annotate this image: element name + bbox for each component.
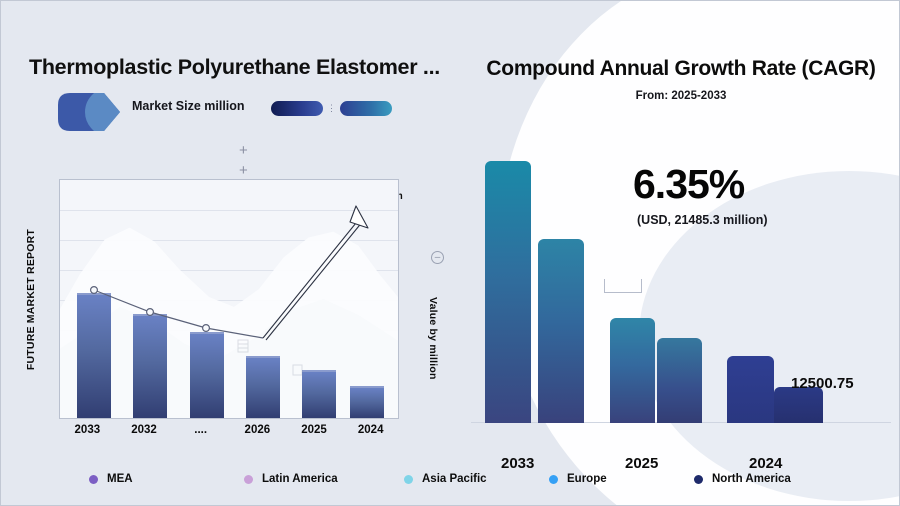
plus-icon-1: + bbox=[239, 142, 248, 159]
trend-line-overlay bbox=[90, 205, 369, 376]
pill-indicator-a bbox=[271, 101, 323, 116]
legend-dot-asia-pacific bbox=[404, 474, 413, 484]
cagr-x-label-0: 2033 bbox=[501, 455, 535, 472]
x-label-3: 2026 bbox=[244, 424, 271, 436]
cagr-bar-2025-primary bbox=[610, 318, 655, 423]
x-label-4: 2025 bbox=[301, 424, 327, 436]
pill-indicator-b bbox=[340, 101, 392, 116]
x-label-0: 2033 bbox=[74, 424, 101, 436]
pill-separator-dots: ⋮ bbox=[327, 103, 336, 113]
legend-item-latin-america[interactable]: Latin America bbox=[244, 473, 404, 485]
legend-label-mea: MEA bbox=[107, 473, 133, 485]
x-axis-labels: 2033 2032 .... 2026 2025 2024 bbox=[59, 424, 399, 436]
pill-indicator-group: ⋮ bbox=[271, 101, 392, 116]
bar-2024 bbox=[350, 386, 384, 418]
growth-arrow bbox=[262, 205, 369, 341]
legend-item-asia-pacific[interactable]: Asia Pacific bbox=[404, 473, 549, 485]
cagr-title: Compound Annual Growth Rate (CAGR) bbox=[486, 57, 876, 80]
bar-dots bbox=[190, 332, 224, 418]
page-title: Thermoplastic Polyurethane Elastomer ... bbox=[29, 55, 440, 79]
legend-dot-europe bbox=[549, 474, 558, 484]
cagr-usd-note: (USD, 21485.3 million) bbox=[637, 213, 768, 227]
cagr-bar-2033-secondary bbox=[538, 239, 584, 423]
plus-decoration: + + bbox=[239, 141, 248, 181]
right-panel: Compound Annual Growth Rate (CAGR) From:… bbox=[461, 1, 899, 505]
cagr-bar-chart bbox=[461, 1, 899, 505]
legend-item-north-america[interactable]: North America bbox=[694, 473, 791, 485]
bar-2026 bbox=[246, 356, 280, 418]
hexagon-split-icon bbox=[58, 93, 120, 131]
region-legend: MEA Latin America Asia Pacific Europe No… bbox=[1, 473, 899, 485]
legend-dot-north-america bbox=[694, 474, 703, 484]
y-axis-right-label: Value by million bbox=[427, 297, 439, 380]
legend-item-mea[interactable]: MEA bbox=[89, 473, 244, 485]
legend-label-asia-pacific: Asia Pacific bbox=[422, 473, 487, 485]
cagr-x-label-2: 2024 bbox=[749, 455, 783, 472]
legend-label-europe: Europe bbox=[567, 473, 607, 485]
x-label-1: 2032 bbox=[131, 424, 157, 436]
cagr-bar-2025-secondary bbox=[657, 338, 702, 423]
cagr-bar-2024-primary bbox=[727, 356, 774, 423]
market-size-chart bbox=[59, 179, 399, 419]
minus-circle-icon: – bbox=[431, 251, 444, 264]
plus-icon-2: + bbox=[239, 162, 248, 179]
legend-label-latin-america: Latin America bbox=[262, 473, 338, 485]
bracket-decoration bbox=[604, 279, 642, 293]
legend-dot-latin-america bbox=[244, 474, 253, 484]
cagr-x-label-1: 2025 bbox=[625, 455, 659, 472]
legend-item-europe[interactable]: Europe bbox=[549, 473, 694, 485]
cagr-value: 6.35% bbox=[633, 161, 745, 207]
bar-series bbox=[60, 180, 398, 418]
bar-2025 bbox=[302, 370, 336, 418]
y-axis-left-label: FUTURE MARKET REPORT bbox=[25, 229, 37, 371]
legend-dot-mea bbox=[89, 474, 98, 484]
cagr-subtitle: From: 2025-2033 bbox=[635, 90, 727, 102]
faded-doc-icons bbox=[237, 339, 303, 376]
left-panel: Thermoplastic Polyurethane Elastomer ...… bbox=[1, 1, 461, 505]
x-label-2: .... bbox=[194, 424, 208, 436]
legend-title: Market Size million bbox=[132, 99, 245, 113]
cagr-end-value-label: 12500.75 bbox=[791, 375, 854, 392]
x-label-5: 2024 bbox=[357, 424, 384, 436]
legend-label-north-america: North America bbox=[712, 473, 791, 485]
cagr-bar-2024-secondary bbox=[774, 387, 823, 423]
cagr-bar-2033-primary bbox=[485, 161, 531, 423]
